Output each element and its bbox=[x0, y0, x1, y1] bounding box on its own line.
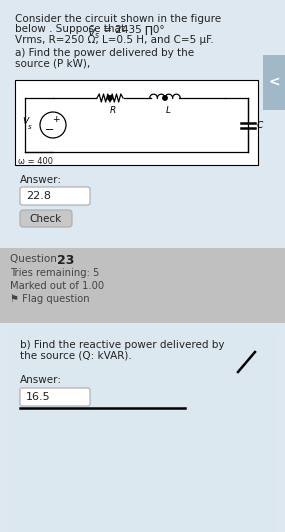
Text: the source (Q: kVAR).: the source (Q: kVAR). bbox=[20, 351, 132, 361]
Text: Answer:: Answer: bbox=[20, 175, 62, 185]
Text: ω = 400: ω = 400 bbox=[18, 157, 53, 166]
Text: = 2435 ∏0°: = 2435 ∏0° bbox=[100, 24, 165, 35]
FancyBboxPatch shape bbox=[8, 330, 276, 532]
Circle shape bbox=[163, 96, 167, 100]
Text: 16.5: 16.5 bbox=[26, 392, 51, 402]
FancyBboxPatch shape bbox=[8, 5, 260, 285]
Text: Consider the circuit shown in the figure: Consider the circuit shown in the figure bbox=[15, 14, 221, 24]
Text: R: R bbox=[110, 106, 116, 115]
Text: below . Suppose that: below . Suppose that bbox=[15, 24, 128, 35]
Bar bbox=[263, 55, 285, 110]
Text: source (P kW),: source (P kW), bbox=[15, 59, 90, 69]
Text: −: − bbox=[45, 125, 55, 135]
Text: <: < bbox=[268, 75, 280, 89]
Text: a) Find the power delivered by the: a) Find the power delivered by the bbox=[15, 48, 194, 59]
Text: 22.8: 22.8 bbox=[26, 191, 51, 201]
Text: Vrms, R=250 Ω, L=0.5 H, and C=5 μF.: Vrms, R=250 Ω, L=0.5 H, and C=5 μF. bbox=[15, 35, 214, 45]
Circle shape bbox=[40, 112, 66, 138]
Circle shape bbox=[108, 96, 112, 100]
Bar bbox=[15, 80, 258, 165]
Text: 23: 23 bbox=[57, 254, 74, 267]
Text: $\bar{V}_s$: $\bar{V}_s$ bbox=[87, 24, 101, 40]
FancyBboxPatch shape bbox=[20, 388, 90, 406]
FancyBboxPatch shape bbox=[20, 187, 90, 205]
Text: Answer:: Answer: bbox=[20, 375, 62, 385]
Text: C: C bbox=[257, 121, 263, 129]
Text: s: s bbox=[28, 124, 32, 130]
Text: V: V bbox=[22, 117, 28, 126]
Text: Marked out of 1.00: Marked out of 1.00 bbox=[10, 281, 104, 291]
Text: L: L bbox=[166, 106, 170, 115]
FancyBboxPatch shape bbox=[20, 210, 72, 227]
Text: b) Find the reactive power delivered by: b) Find the reactive power delivered by bbox=[20, 340, 225, 350]
Text: ⚑ Flag question: ⚑ Flag question bbox=[10, 294, 89, 304]
Bar bbox=[0, 248, 285, 323]
Text: +: + bbox=[52, 115, 60, 124]
Text: Check: Check bbox=[30, 213, 62, 223]
Text: Question: Question bbox=[10, 254, 60, 264]
Text: Tries remaining: 5: Tries remaining: 5 bbox=[10, 268, 99, 278]
